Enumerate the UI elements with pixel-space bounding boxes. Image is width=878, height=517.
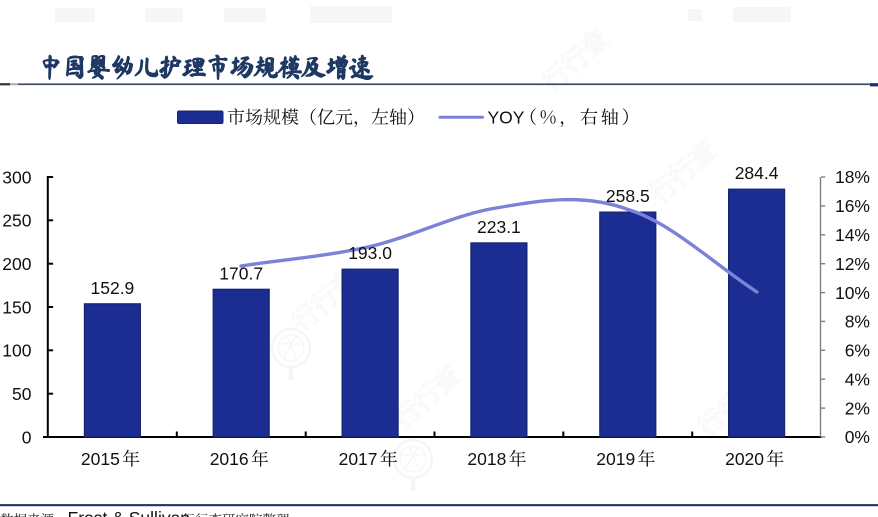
svg-text:250: 250: [2, 211, 31, 231]
svg-text:12%: 12%: [835, 254, 870, 274]
svg-text:170.7: 170.7: [219, 263, 263, 283]
svg-text:2020: 2020: [725, 449, 764, 469]
svg-text:0: 0: [22, 427, 32, 447]
svg-text:YOY: YOY: [488, 107, 525, 127]
svg-text:284.4: 284.4: [735, 163, 779, 183]
svg-text:100: 100: [2, 341, 31, 361]
svg-text:0%: 0%: [845, 427, 870, 447]
svg-text:150: 150: [2, 297, 31, 317]
svg-text:8%: 8%: [845, 312, 870, 332]
svg-text:300: 300: [2, 167, 31, 187]
svg-text:Frost & Sullivan: Frost & Sullivan: [68, 508, 191, 517]
svg-text:193.0: 193.0: [348, 243, 392, 263]
svg-text:14%: 14%: [835, 225, 870, 245]
svg-text:2018: 2018: [467, 449, 506, 469]
svg-text:152.9: 152.9: [91, 278, 135, 298]
svg-text:10%: 10%: [835, 283, 870, 303]
svg-text:258.5: 258.5: [606, 186, 650, 206]
svg-text:2019: 2019: [596, 449, 635, 469]
svg-text:200: 200: [2, 254, 31, 274]
svg-text:50: 50: [12, 384, 32, 404]
svg-text:2%: 2%: [845, 398, 870, 418]
svg-text:6%: 6%: [845, 341, 870, 361]
svg-text:16%: 16%: [835, 196, 870, 216]
svg-text:4%: 4%: [845, 369, 870, 389]
svg-text:223.1: 223.1: [477, 217, 521, 237]
svg-text:18%: 18%: [835, 167, 870, 187]
svg-text:2017: 2017: [339, 449, 378, 469]
svg-text:2016: 2016: [210, 449, 249, 469]
svg-text:2015: 2015: [81, 449, 120, 469]
